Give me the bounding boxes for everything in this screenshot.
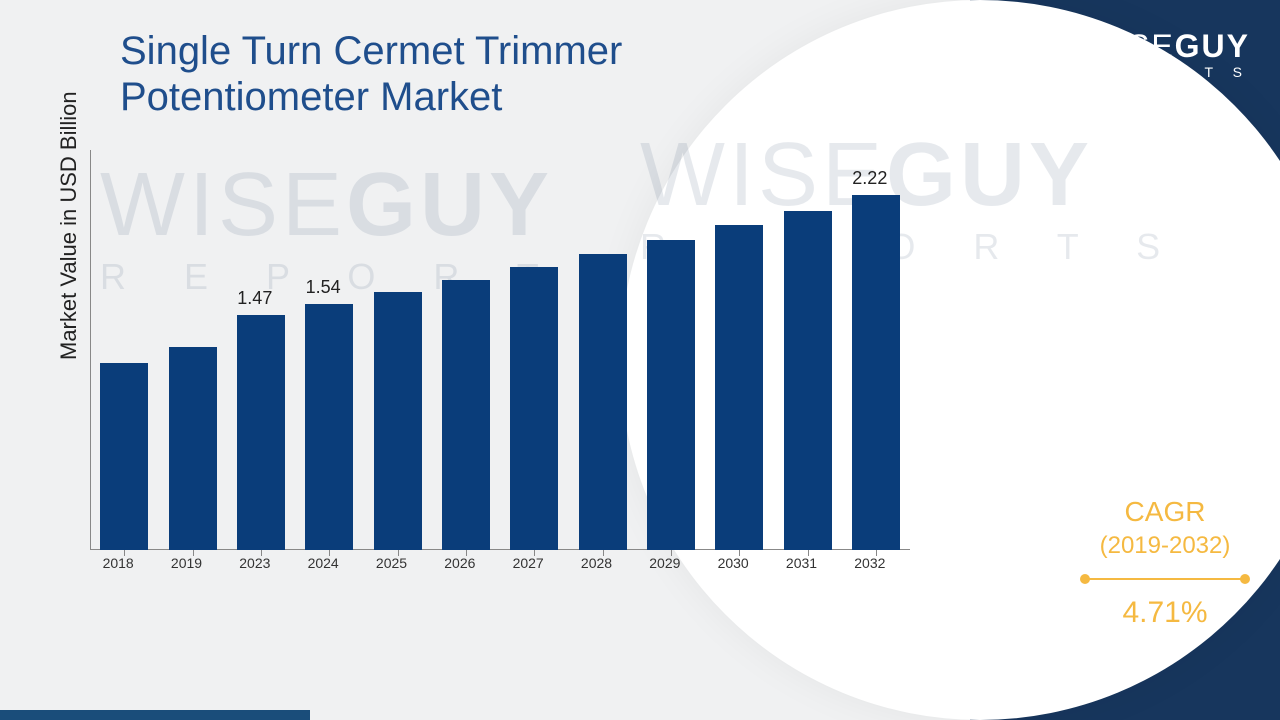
x-tick-label: 2024 (293, 555, 353, 571)
bar-chart: 2018 2019 2023 1.47 2024 1.54 2025 2026 2027 2028… (90, 150, 910, 590)
y-axis-label: Market Value in USD Billion (56, 91, 82, 360)
x-tick-label: 2028 (567, 555, 627, 571)
bar-value-label: 1.54 (293, 277, 353, 298)
x-tick-label: 2018 (88, 555, 148, 571)
bar (442, 280, 490, 550)
bar-value-label: 2.22 (840, 168, 900, 189)
chart-title: Single Turn Cermet Trimmer Potentiometer… (120, 28, 820, 120)
bar (305, 304, 353, 550)
page-root: WISEGUY R E P O R T S WISEGUY R E P O R … (0, 0, 1280, 720)
x-tick-label: 2026 (430, 555, 490, 571)
bar-value-label: 1.47 (225, 288, 285, 309)
bar (510, 267, 558, 550)
cagr-divider (1085, 578, 1245, 580)
bar (647, 240, 695, 550)
x-tick-label: 2027 (498, 555, 558, 571)
x-tick-label: 2031 (772, 555, 832, 571)
bar (169, 347, 217, 550)
right-content: WISEGUY R E P O R T S CAGR (2019-2032) 4… (970, 0, 1280, 720)
cagr-range: (2019-2032) (1050, 532, 1280, 560)
x-tick-label: 2023 (225, 555, 285, 571)
bar (100, 363, 148, 550)
cagr-value: 4.71% (1050, 596, 1280, 630)
bar (579, 254, 627, 550)
bar (715, 225, 763, 550)
cagr-block: CAGR (2019-2032) 4.71% (1050, 496, 1280, 630)
logo-sub: R E P O R T S (1056, 64, 1250, 80)
x-tick-label: 2019 (157, 555, 217, 571)
x-tick-label: 2029 (635, 555, 695, 571)
logo-head-icon (970, 20, 1040, 100)
plot-area: 2018201920231.4720241.542025202620272028… (90, 150, 910, 550)
logo-main: WISEGUY (1056, 30, 1250, 62)
x-tick-label: 2032 (840, 555, 900, 571)
bar (374, 292, 422, 550)
x-tick-label: 2025 (362, 555, 422, 571)
brand-logo: WISEGUY R E P O R T S (1056, 30, 1250, 80)
x-tick-label: 2030 (703, 555, 763, 571)
bottom-accent-bar (0, 710, 310, 720)
bar (237, 315, 285, 550)
bar (784, 211, 832, 550)
y-axis (90, 150, 91, 550)
bar (852, 195, 900, 550)
cagr-label: CAGR (1050, 496, 1280, 528)
